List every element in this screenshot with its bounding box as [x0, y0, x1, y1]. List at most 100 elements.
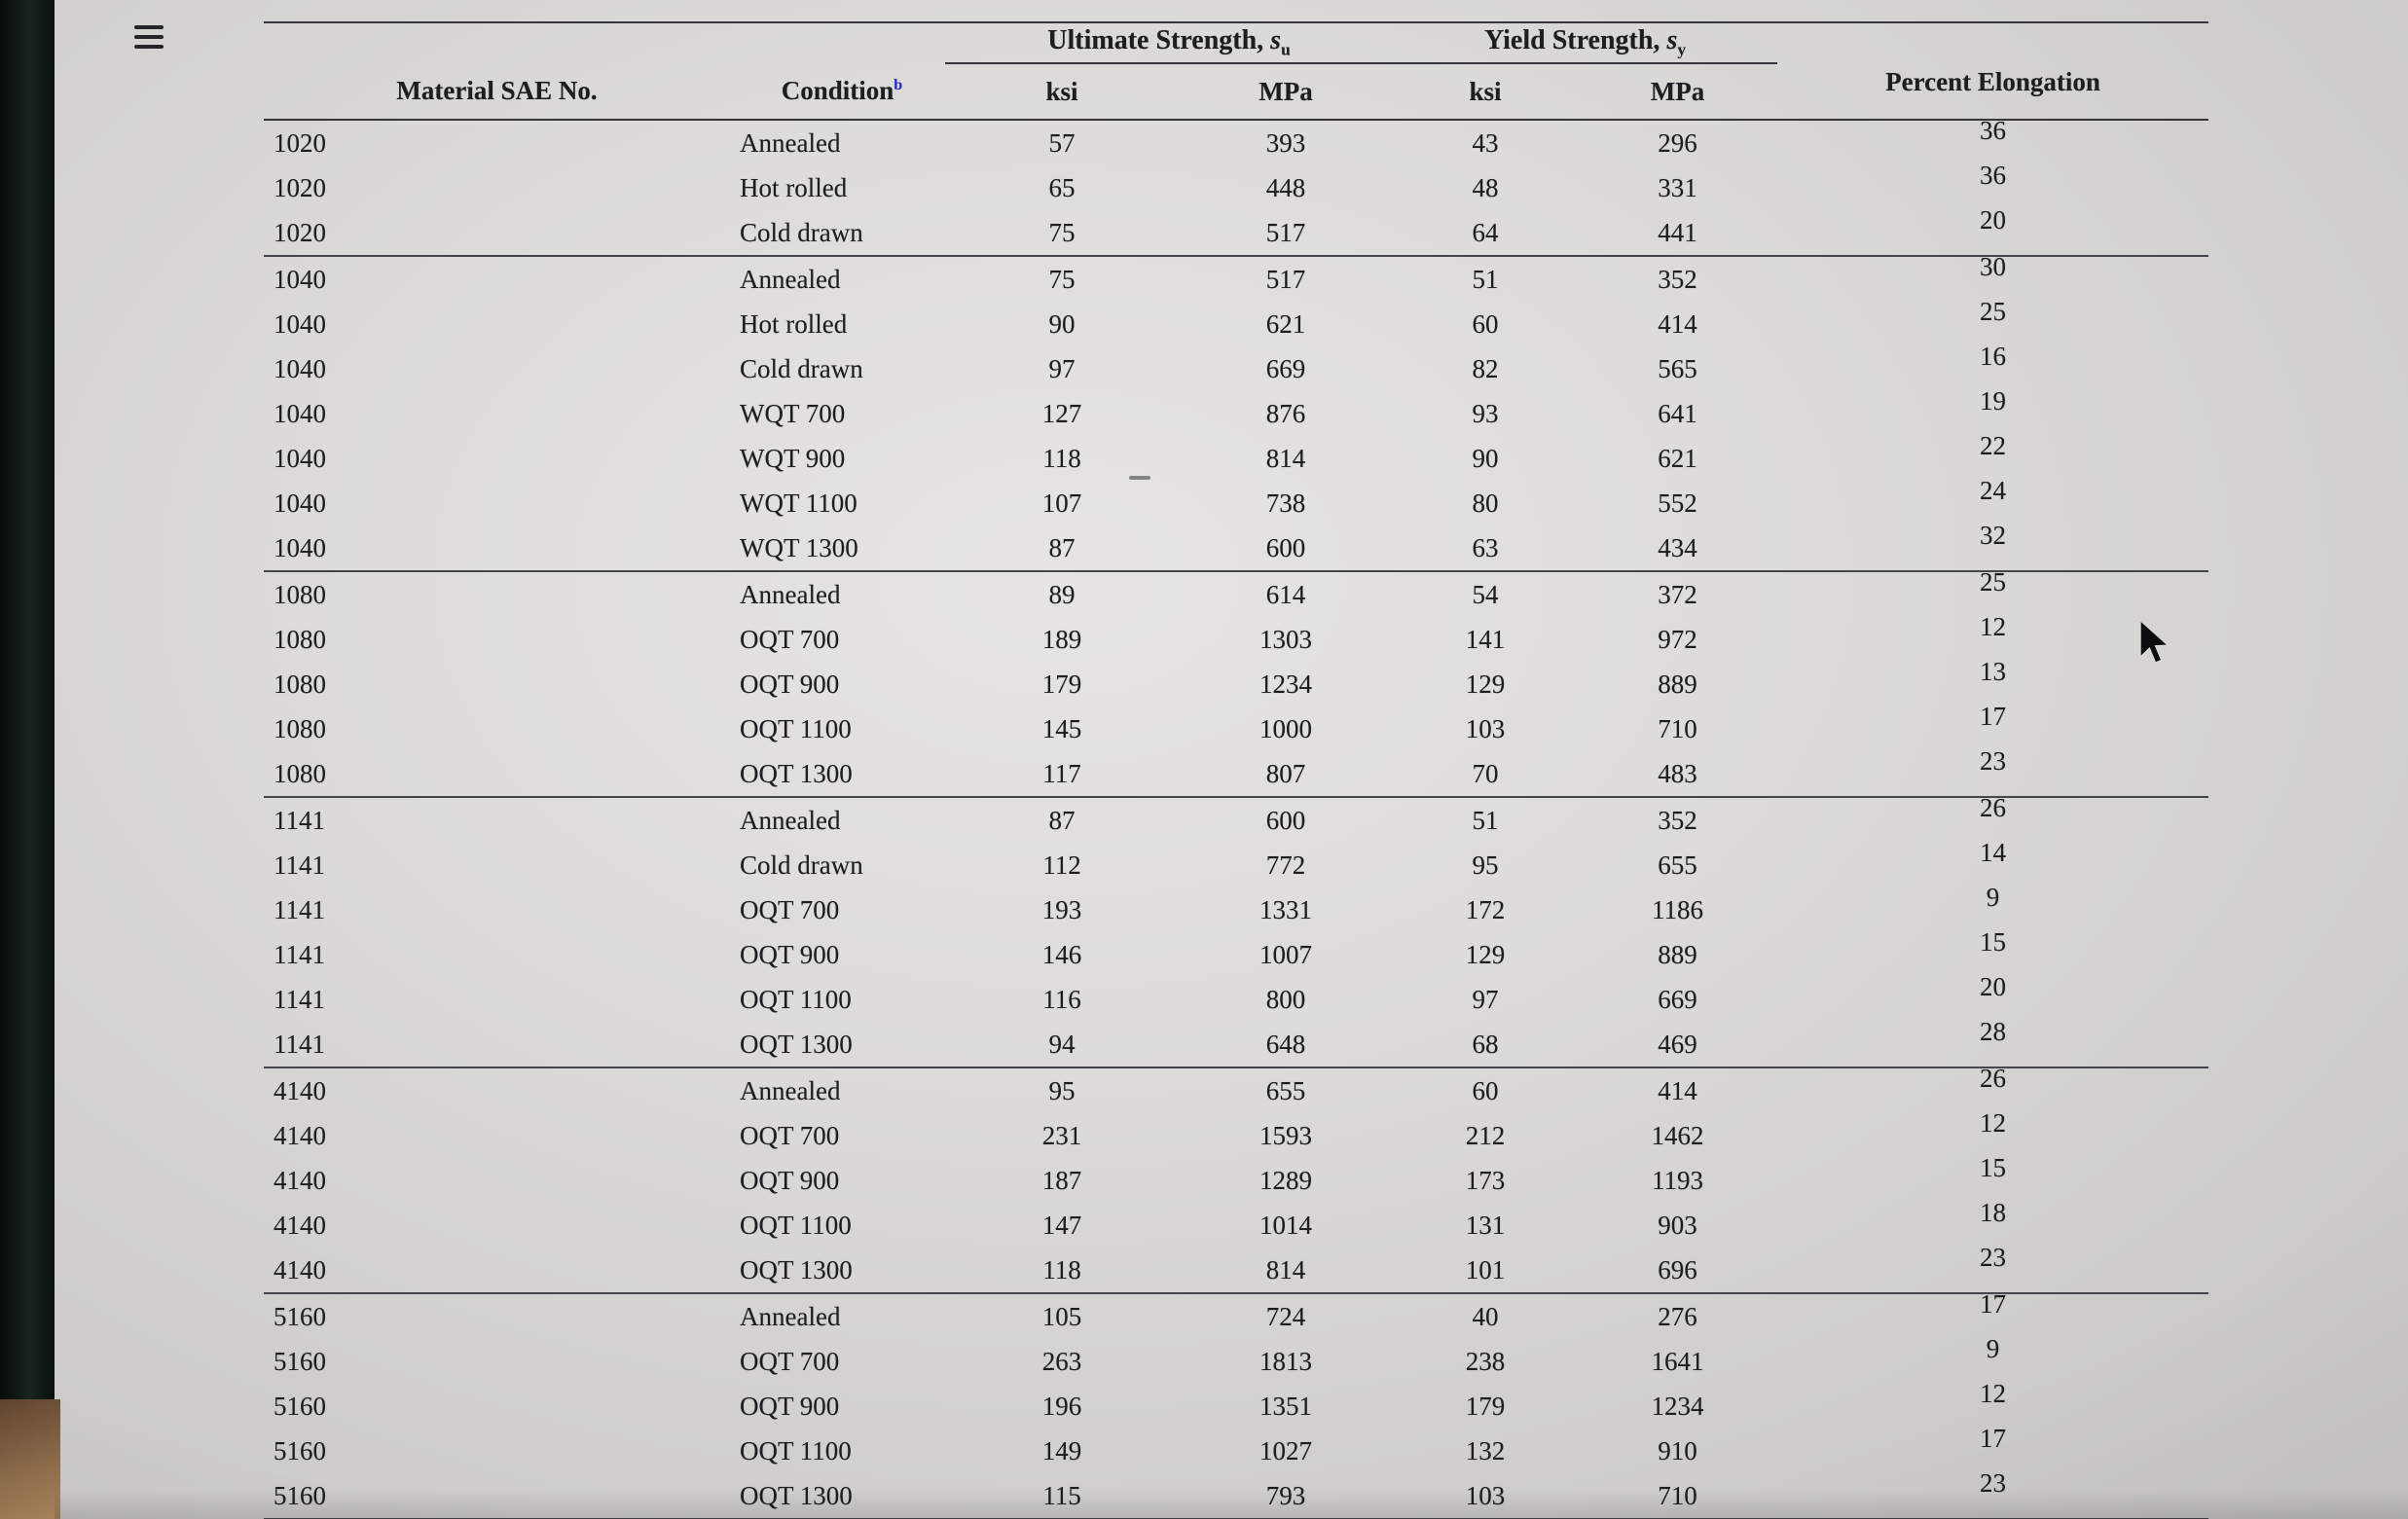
cell-ultimate-ksi: 107	[1041, 488, 1082, 518]
cell-yield-mpa: 1462	[1651, 1120, 1704, 1150]
cell-yield-ksi: 51	[1472, 805, 1499, 835]
cell-condition: Hot rolled	[740, 172, 848, 202]
cell-material: 1141	[274, 850, 325, 880]
table-row: 1040 WQT 700 127 876 93 641 19	[264, 385, 2208, 436]
cell-yield-mpa: 469	[1578, 1022, 1777, 1068]
cell-ultimate-ksi: 263	[1041, 1346, 1082, 1376]
material-properties-table-wrap: Ultimate Strength, su Yield Strength, sy…	[264, 21, 2208, 1519]
cell-yield-mpa: 910	[1658, 1435, 1697, 1465]
cell-elongation: 25	[1980, 296, 2006, 326]
hamburger-menu-button[interactable]	[134, 25, 169, 53]
cell-ultimate-ksi: 94	[945, 1022, 1179, 1068]
table-row: 4140 OQT 1300 118 814 101 696 23	[264, 1243, 2208, 1294]
cell-yield-mpa: 1641	[1651, 1346, 1704, 1376]
cell-yield-ksi: 64	[1393, 210, 1578, 257]
cell-condition: OQT 900	[740, 939, 840, 969]
cell-ultimate-mpa: 1351	[1259, 1391, 1312, 1421]
cell-condition: OQT 900	[740, 1165, 840, 1195]
cell-ultimate-ksi: 75	[1048, 264, 1076, 294]
cell-yield-mpa: 434	[1578, 525, 1777, 572]
table-row: 1020 Annealed 57 393 43 296 36	[264, 116, 2208, 165]
cell-yield-ksi: 101	[1393, 1248, 1578, 1294]
cell-yield-mpa: 669	[1658, 984, 1697, 1014]
table-row: 1080 OQT 1100 145 1000 103 710 17	[264, 701, 2208, 751]
cell-ultimate-ksi: 145	[1041, 713, 1082, 743]
cell-ultimate-mpa: 1000	[1259, 713, 1312, 743]
cell-material: 1020	[264, 210, 721, 257]
table-row: 1141 OQT 700 193 1331 172 1186 9	[264, 883, 2208, 932]
table-row: 1040 WQT 1300 87 600 63 434 32	[264, 521, 2208, 572]
cell-yield-ksi: 60	[1472, 308, 1499, 339]
cell-yield-mpa: 1186	[1652, 894, 1703, 924]
table-row: 1080 OQT 1300 117 807 70 483 23	[264, 746, 2208, 798]
cell-condition: OQT 700	[740, 1346, 840, 1376]
cell-elongation: 23	[1777, 746, 2208, 798]
cell-ultimate-ksi: 117	[945, 751, 1179, 798]
cell-condition: OQT 1100	[740, 1210, 852, 1240]
cell-elongation: 20	[1777, 205, 2208, 257]
column-header-row: Material SAE No. Conditionb ksi MPa ksi …	[264, 63, 2208, 121]
cell-yield-mpa: 1234	[1651, 1391, 1704, 1421]
cell-ultimate-ksi: 89	[1048, 579, 1076, 609]
cell-ultimate-ksi: 87	[945, 525, 1179, 572]
cell-elongation: 32	[1777, 521, 2208, 572]
cell-material: 1040	[264, 525, 721, 572]
cell-condition: Annealed	[740, 1075, 841, 1105]
table-row: 1080 Annealed 89 614 54 372 25	[264, 567, 2208, 617]
cell-ultimate-mpa: 517	[1265, 264, 1306, 294]
cell-ultimate-ksi: 147	[1041, 1210, 1082, 1240]
cell-ultimate-mpa: 648	[1179, 1022, 1393, 1068]
cell-ultimate-mpa: 814	[1179, 1248, 1393, 1294]
mouse-cursor-icon	[2137, 619, 2178, 672]
table-row: 1141 Annealed 87 600 51 352 26	[264, 793, 2208, 843]
cell-yield-ksi: 40	[1472, 1301, 1499, 1331]
cell-material: 1040	[274, 398, 326, 428]
cell-yield-mpa: 710	[1578, 1473, 1777, 1519]
cell-elongation: 19	[1980, 385, 2006, 416]
cell-material: 1080	[274, 624, 326, 654]
cell-condition: WQT 1100	[740, 488, 857, 518]
cell-yield-ksi: 54	[1472, 579, 1499, 609]
cell-elongation: 30	[1980, 251, 2006, 281]
desk-surface	[0, 1399, 60, 1519]
table-row: 1040 WQT 1100 107 738 80 552 24	[264, 476, 2208, 525]
cell-condition: Hot rolled	[740, 308, 848, 339]
cell-yield-mpa: 710	[1658, 713, 1697, 743]
table-row: 1141 OQT 900 146 1007 129 889 15	[264, 926, 2208, 977]
cell-yield-mpa: 352	[1658, 264, 1697, 294]
spacer-cell	[1777, 22, 2208, 63]
cell-ultimate-ksi: 97	[1048, 353, 1076, 383]
cell-ultimate-ksi: 187	[1041, 1165, 1082, 1195]
cell-yield-mpa: 889	[1658, 669, 1697, 699]
cell-material: 4140	[264, 1248, 721, 1294]
table-row: 1080 OQT 900 179 1234 129 889 13	[264, 657, 2208, 706]
cell-yield-ksi: 43	[1472, 127, 1499, 158]
cell-yield-ksi: 80	[1472, 488, 1499, 518]
cell-material: 1141	[274, 939, 325, 969]
cell-condition: OQT 700	[740, 894, 840, 924]
table-row: 1040 Cold drawn 97 669 82 565 16	[264, 342, 2208, 391]
cell-material: 1080	[274, 669, 326, 699]
cell-yield-mpa: 972	[1658, 624, 1697, 654]
col-header-condition: Conditionb	[721, 63, 945, 121]
cell-condition: OQT 1300	[721, 1022, 945, 1068]
cell-yield-mpa: 655	[1658, 850, 1697, 880]
cell-ultimate-mpa: 1007	[1259, 939, 1312, 969]
cell-elongation: 15	[1980, 1152, 2006, 1182]
cell-yield-mpa: 372	[1658, 579, 1697, 609]
cell-ultimate-mpa: 1014	[1259, 1210, 1312, 1240]
materials-table: Ultimate Strength, su Yield Strength, sy…	[264, 21, 2208, 1519]
cell-elongation: 15	[1980, 926, 2006, 957]
table-row: 1020 Cold drawn 75 517 64 441 20	[264, 205, 2208, 257]
cell-elongation: 17	[1980, 1288, 2006, 1319]
cell-ultimate-mpa: 655	[1265, 1075, 1306, 1105]
cell-ultimate-mpa: 1593	[1259, 1120, 1312, 1150]
cell-ultimate-ksi: 231	[1041, 1120, 1082, 1150]
table-row: 1141 OQT 1100 116 800 97 669 20	[264, 972, 2208, 1022]
cell-condition: Annealed	[740, 579, 841, 609]
cell-yield-mpa: 889	[1658, 939, 1697, 969]
cell-ultimate-mpa: 814	[1265, 443, 1306, 473]
spacer-cell	[264, 22, 721, 63]
cell-material: 1020	[274, 127, 326, 158]
cell-elongation: 17	[1980, 701, 2006, 731]
